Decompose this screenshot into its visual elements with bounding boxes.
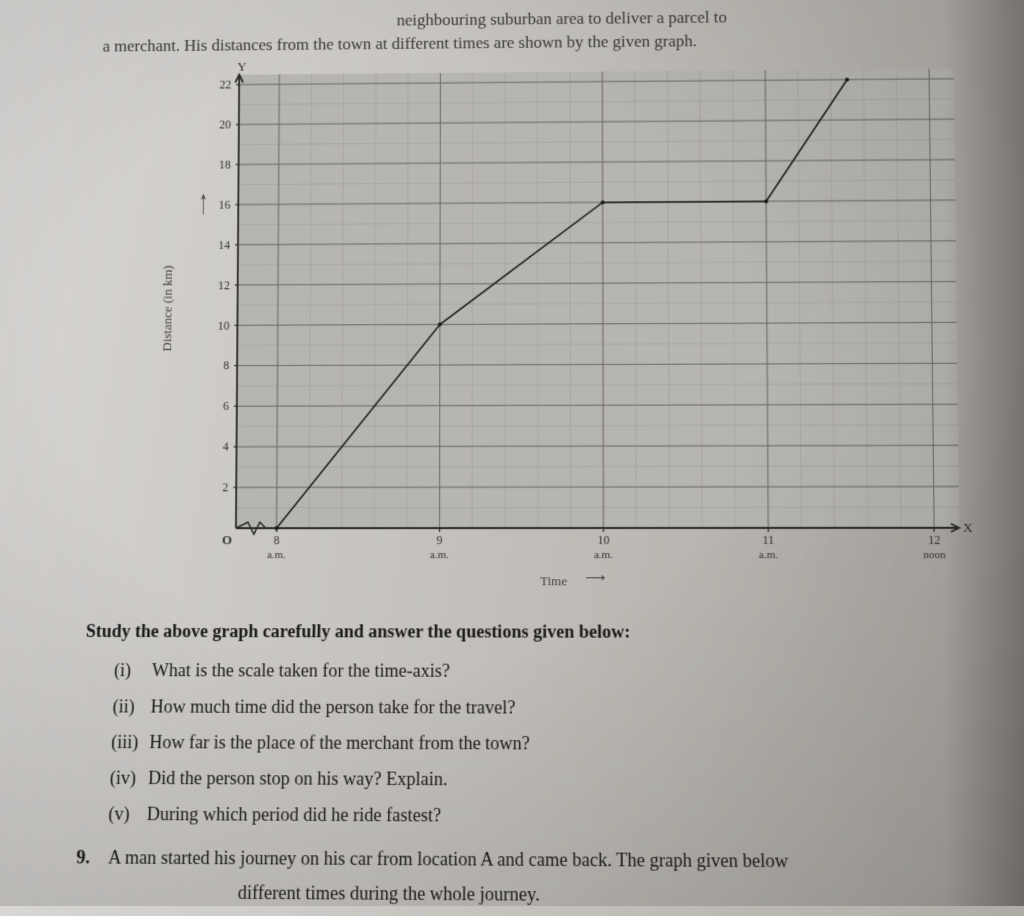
question-text: During which period did he ride fastest?: [146, 804, 441, 826]
distance-time-chart: 2 4 6 8 10 12 14 16 18 20 22 8 a.m. 9 a.m. 10 a.m. 11 a.m.…: [141, 49, 985, 589]
svg-text:10: 10: [597, 533, 609, 547]
question-list: (i)What is the scale taken for the time-…: [77, 654, 1000, 836]
q9-line1: A man started his journey on his car fro…: [108, 847, 789, 872]
question-9: 9. A man started his journey on his car …: [74, 840, 1004, 915]
question-num: (iv): [109, 762, 149, 796]
svg-text:O: O: [222, 533, 232, 547]
question-text: How much time did the person take for th…: [150, 696, 515, 717]
questions-block: Study the above graph carefully and answ…: [74, 615, 1004, 916]
svg-text:11: 11: [763, 533, 775, 547]
svg-text:20: 20: [219, 118, 231, 132]
y-axis-arrow: ↑: [199, 182, 208, 223]
svg-text:8: 8: [273, 533, 279, 547]
svg-text:Y: Y: [237, 60, 246, 74]
study-line: Study the above graph carefully and answ…: [85, 615, 992, 650]
svg-text:noon: noon: [923, 549, 946, 561]
question-item: (iv)Did the person stop on his way? Expl…: [109, 762, 999, 800]
question-num: (ii): [112, 690, 151, 724]
svg-text:8: 8: [223, 359, 229, 373]
svg-text:16: 16: [219, 198, 231, 212]
question-text: Did the person stop on his way? Explain.: [148, 768, 448, 790]
question-item: (i)What is the scale taken for the time-…: [113, 654, 994, 689]
y-axis-label: Distance (in km): [159, 265, 176, 351]
svg-text:a.m.: a.m.: [267, 549, 286, 561]
q9-line2: different times during the whole journey…: [237, 882, 539, 905]
svg-text:12: 12: [928, 533, 940, 547]
svg-text:9: 9: [437, 533, 443, 547]
svg-text:a.m.: a.m.: [430, 549, 449, 561]
svg-text:12: 12: [218, 278, 230, 292]
svg-text:2: 2: [222, 480, 228, 494]
svg-text:10: 10: [218, 318, 230, 332]
question-item: (ii)How much time did the person take fo…: [112, 690, 996, 726]
x-axis-label: Time: [540, 573, 567, 589]
svg-text:a.m.: a.m.: [594, 549, 613, 561]
question-num: (i): [113, 654, 152, 688]
question-text: What is the scale taken for the time-axi…: [152, 660, 450, 681]
x-axis-arrow: ⟶: [585, 570, 605, 587]
question-item: (v)During which period did he ride faste…: [108, 798, 1001, 837]
question-item: (iii)How far is the place of the merchan…: [111, 726, 998, 763]
question-text: How far is the place of the merchant fro…: [149, 732, 530, 754]
intro-prefix: neighbouring suburban area to deliver a …: [397, 8, 727, 30]
svg-text:4: 4: [223, 440, 229, 454]
question-num: (iii): [111, 726, 150, 760]
svg-text:22: 22: [220, 78, 232, 92]
svg-text:6: 6: [223, 399, 229, 413]
svg-text:a.m.: a.m.: [759, 549, 778, 561]
svg-text:X: X: [963, 521, 973, 535]
svg-text:18: 18: [219, 158, 231, 172]
svg-text:14: 14: [218, 238, 230, 252]
question-num: (v): [108, 798, 148, 833]
q9-num: 9.: [76, 840, 106, 875]
